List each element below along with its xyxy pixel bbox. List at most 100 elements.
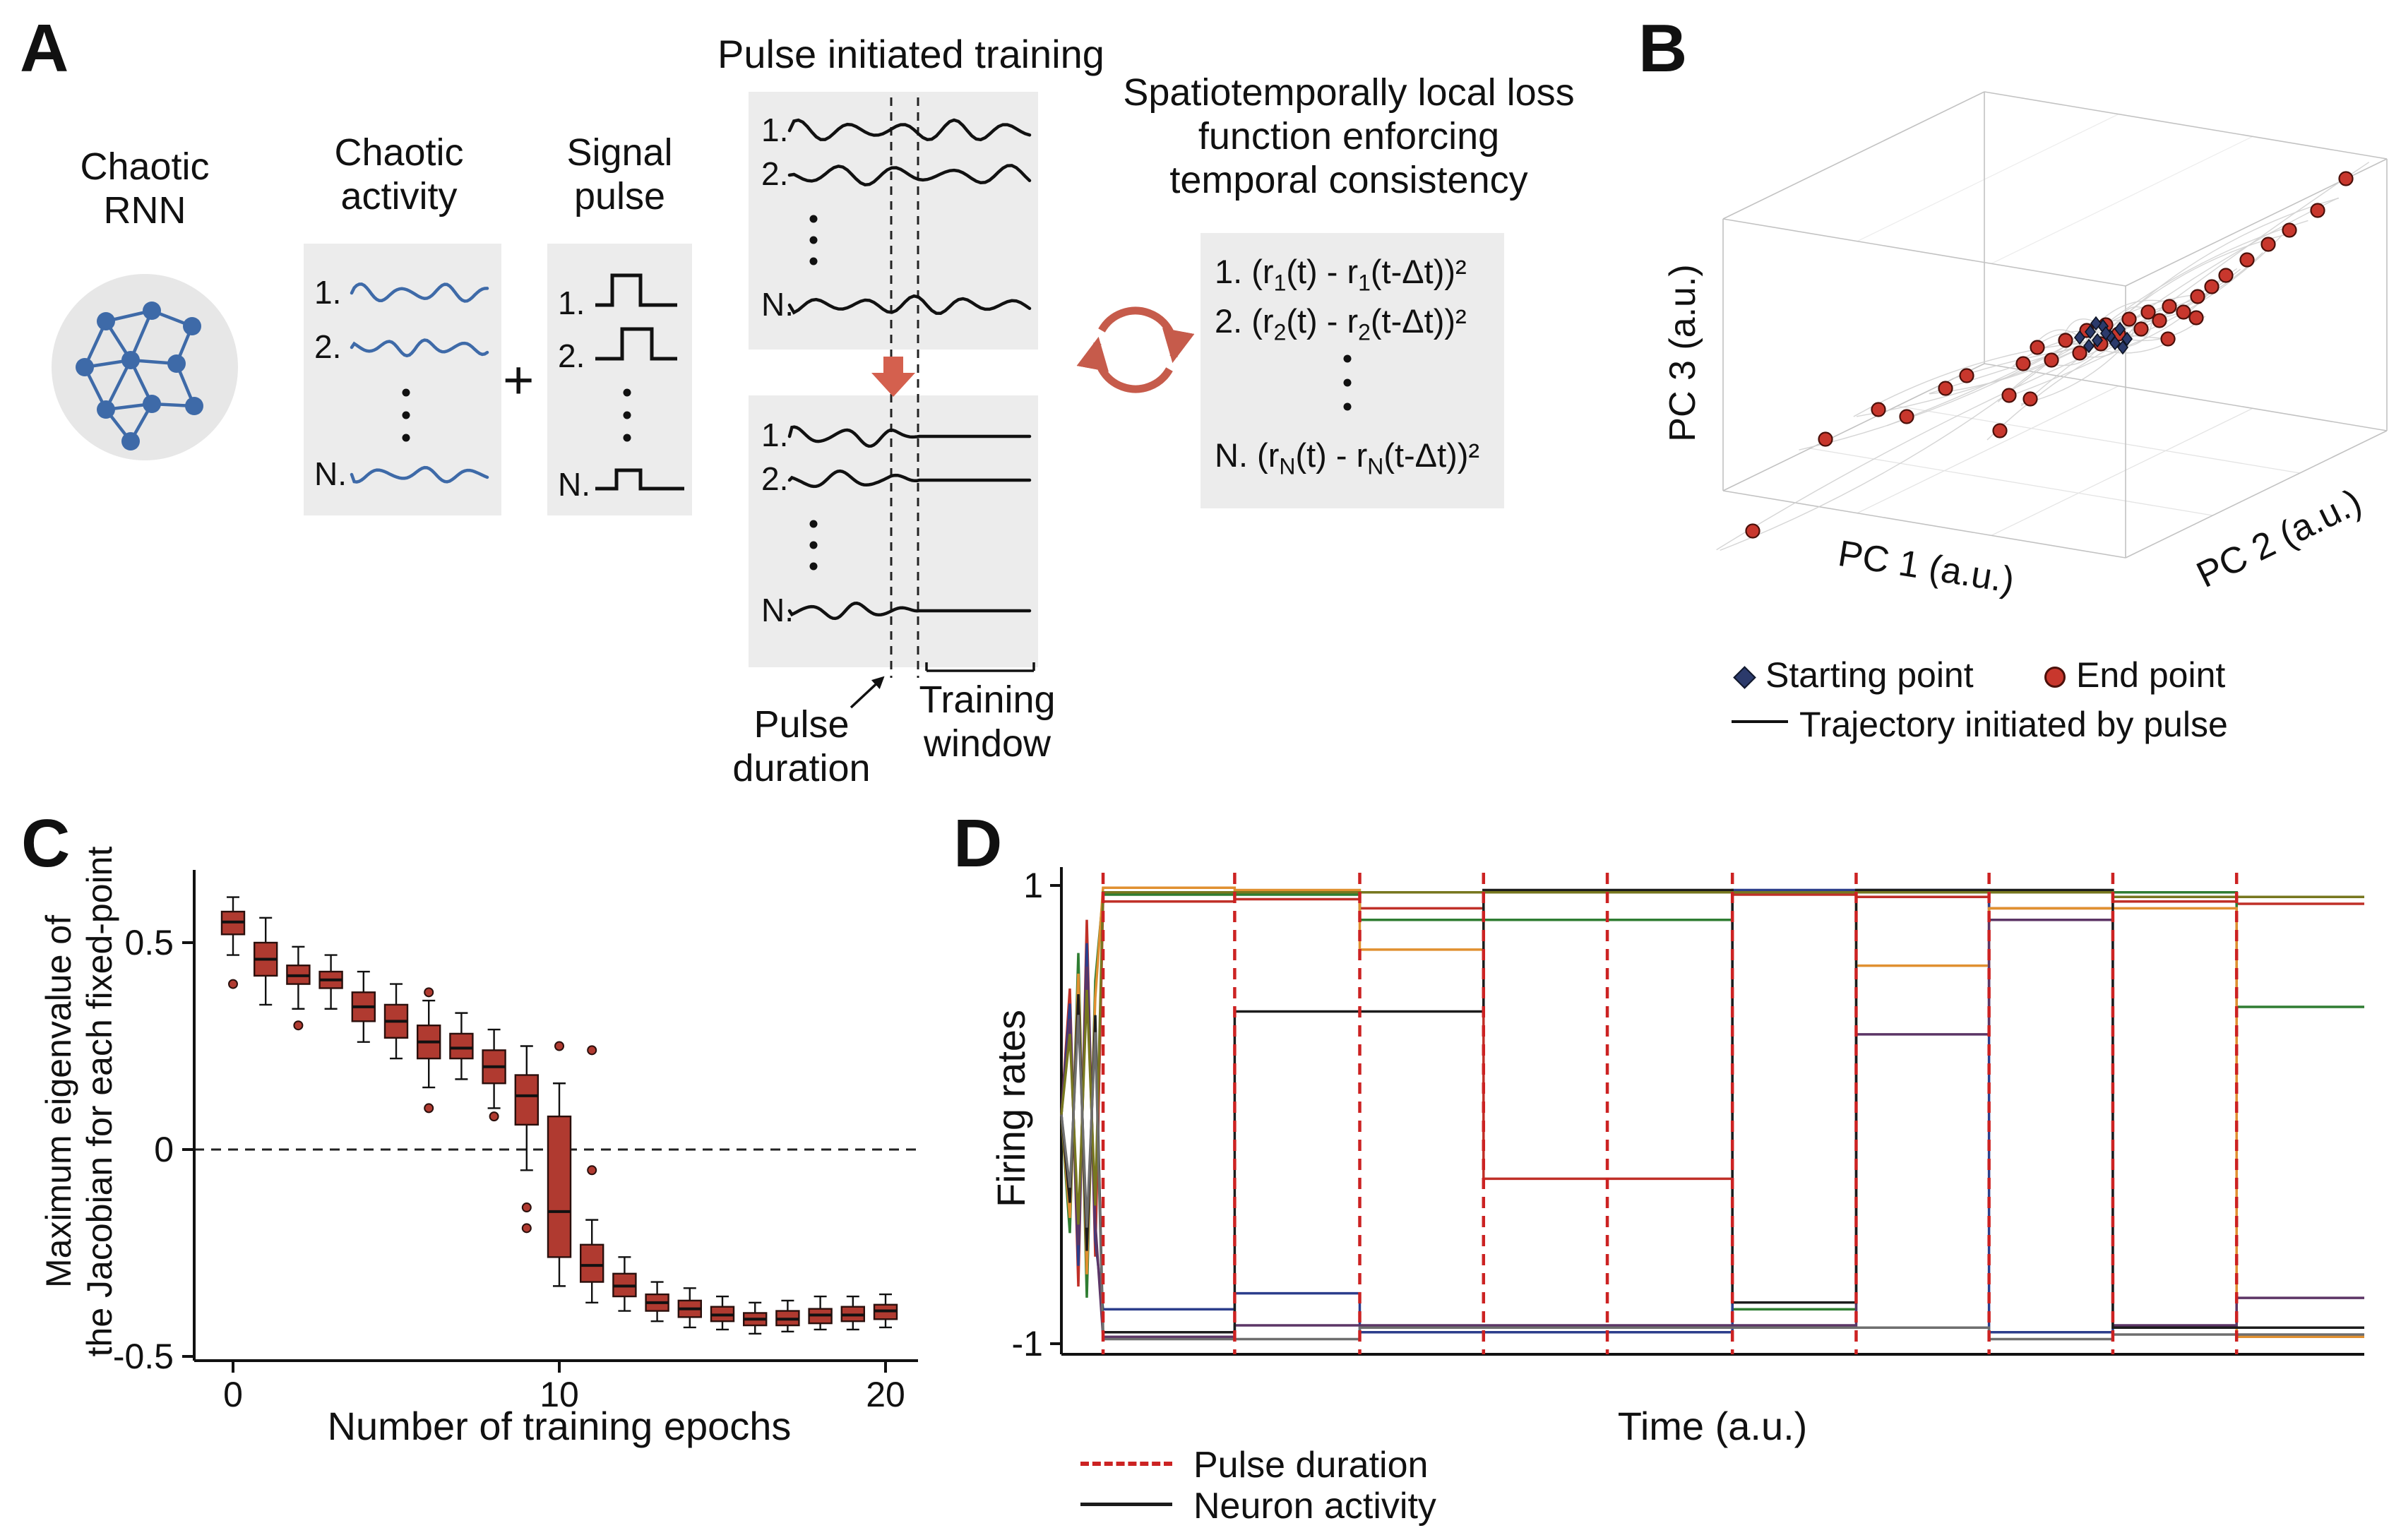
starting-point	[2073, 330, 2086, 345]
trajectory-line	[1720, 337, 2080, 551]
loss-equation-box	[1200, 233, 1504, 508]
neuron-trace	[1060, 886, 2364, 1339]
end-point	[2282, 222, 2297, 238]
end-point	[2218, 268, 2234, 283]
panel-b-3d-plot: PC 1 (a.u.) PC 2 (a.u.) PC 3 (a.u.)	[1662, 91, 2388, 602]
box	[514, 1074, 539, 1126]
starting-point	[2116, 340, 2129, 355]
training-window-bracket	[925, 662, 1035, 672]
starting-point	[2090, 316, 2102, 331]
c-x-tick-label: 10	[540, 1375, 579, 1414]
end-point	[2140, 304, 2156, 320]
row-label: 1.	[761, 417, 788, 453]
neuron-trace	[1060, 893, 2364, 1287]
plus-sign: +	[503, 350, 535, 410]
pc3-axis-label: PC 3 (a.u.)	[1662, 264, 1703, 441]
end-point	[1818, 431, 1833, 447]
trajectory-line	[2105, 197, 2340, 334]
trajectory-line	[2102, 220, 2308, 327]
loss-equation-n: N. (rN(t) - rN(t-Δt))²	[1215, 436, 1480, 479]
pulse-training-title: Pulse initiated training	[717, 32, 1104, 76]
activity-trace	[787, 425, 1032, 448]
outlier-point	[489, 1111, 499, 1122]
panel-d-label: D	[953, 806, 1003, 881]
training-window-label: Training window	[919, 679, 1056, 765]
end-point	[2022, 391, 2038, 407]
activity-trace	[350, 282, 489, 303]
outlier-point	[521, 1202, 532, 1213]
pulse-duration-label: Pulse duration	[732, 703, 871, 790]
end-point	[1959, 368, 1974, 383]
row-label: 2.	[558, 338, 585, 374]
c-y-tick-label: -0.5	[113, 1337, 174, 1376]
end-point	[1871, 402, 1886, 417]
end-point	[2058, 333, 2073, 348]
c-y-axis-label: Maximum eigenvalue of the Jacobian for e…	[39, 846, 119, 1357]
row-label: 1.	[314, 274, 341, 311]
loss-equation-1: 1. (r1(t) - r1(t-Δt))²	[1215, 253, 1467, 296]
starting-point	[2091, 333, 2104, 348]
outlier-point	[424, 1103, 434, 1114]
trajectory-legend-label: Trajectory initiated by pulse	[1799, 705, 2228, 744]
trajectory-line	[2090, 252, 2263, 333]
activity-trace	[350, 465, 489, 484]
end-point	[1745, 523, 1760, 539]
end-point	[1992, 423, 2008, 438]
activity-trace	[787, 164, 1032, 186]
activity-trace	[350, 338, 489, 358]
end-point	[2121, 311, 2137, 327]
end-point-legend-label: End point	[2076, 655, 2226, 695]
c-x-tick-label: 0	[223, 1375, 243, 1414]
c-x-tick-label: 20	[866, 1375, 905, 1414]
row-label: 2.	[314, 328, 341, 365]
end-point	[2176, 304, 2191, 320]
end-point	[2190, 289, 2205, 304]
panel-b-label: B	[1638, 11, 1688, 86]
row-label: N.	[314, 455, 347, 492]
outlier-point	[424, 987, 434, 998]
c-y-tick-label: 0	[154, 1130, 174, 1169]
row-label: 1.	[761, 112, 788, 148]
starting-point	[2083, 338, 2095, 354]
d-y-tick-label: -1	[1012, 1324, 1043, 1363]
row-label: N.	[558, 466, 590, 503]
end-point	[2338, 171, 2354, 186]
pulse-duration-pointer	[850, 676, 885, 709]
chaotic-activity-label: Chaotic activity	[334, 131, 464, 218]
neuron-trace	[1060, 918, 2364, 1339]
end-point	[2204, 279, 2220, 294]
d-y-axis-label: Firing rates	[989, 1009, 1033, 1208]
rnn-network-icon	[52, 274, 238, 460]
signal-pulse-traces	[595, 273, 684, 491]
neuron-activity-line-sample	[1080, 1503, 1172, 1506]
end-point	[2152, 313, 2167, 328]
d-x-axis-label: Time (a.u.)	[1617, 1404, 1808, 1448]
panel-c-boxplot: 0.5 0 -0.5 0 10 20	[113, 870, 918, 1414]
outlier-point	[587, 1165, 597, 1176]
chaotic-rnn-label: Chaotic RNN	[80, 145, 210, 232]
pc1-axis-label: PC 1 (a.u.)	[1835, 533, 2017, 602]
box	[449, 1032, 474, 1060]
pulse-duration-line-sample	[1080, 1462, 1172, 1466]
panel-a-label: A	[20, 11, 69, 86]
end-point	[2044, 352, 2059, 368]
end-point	[2030, 340, 2045, 355]
end-point	[2239, 252, 2255, 268]
trajectory-line	[1886, 326, 2104, 426]
ellipsis-dots	[402, 215, 1352, 571]
panel-d-firing-rates-plot: 1 -1	[1012, 866, 2364, 1363]
c-x-axis-label: Number of training epochs	[327, 1404, 792, 1448]
end-point-marker	[2044, 667, 2066, 688]
row-label: 1.	[558, 285, 585, 321]
trajectory-line-sample	[1732, 720, 1788, 723]
starting-point-marker	[1733, 666, 1756, 689]
neuron-trace	[1060, 1015, 2364, 1341]
row-label: 2.	[761, 460, 788, 497]
panel-c-label: C	[21, 806, 71, 881]
training-arrow-icon	[871, 357, 915, 397]
d-y-tick-label: 1	[1023, 866, 1043, 905]
activity-trace	[787, 469, 1032, 489]
pulse-duration-legend-label: Pulse duration	[1193, 1445, 1429, 1486]
starting-point	[2109, 335, 2121, 351]
